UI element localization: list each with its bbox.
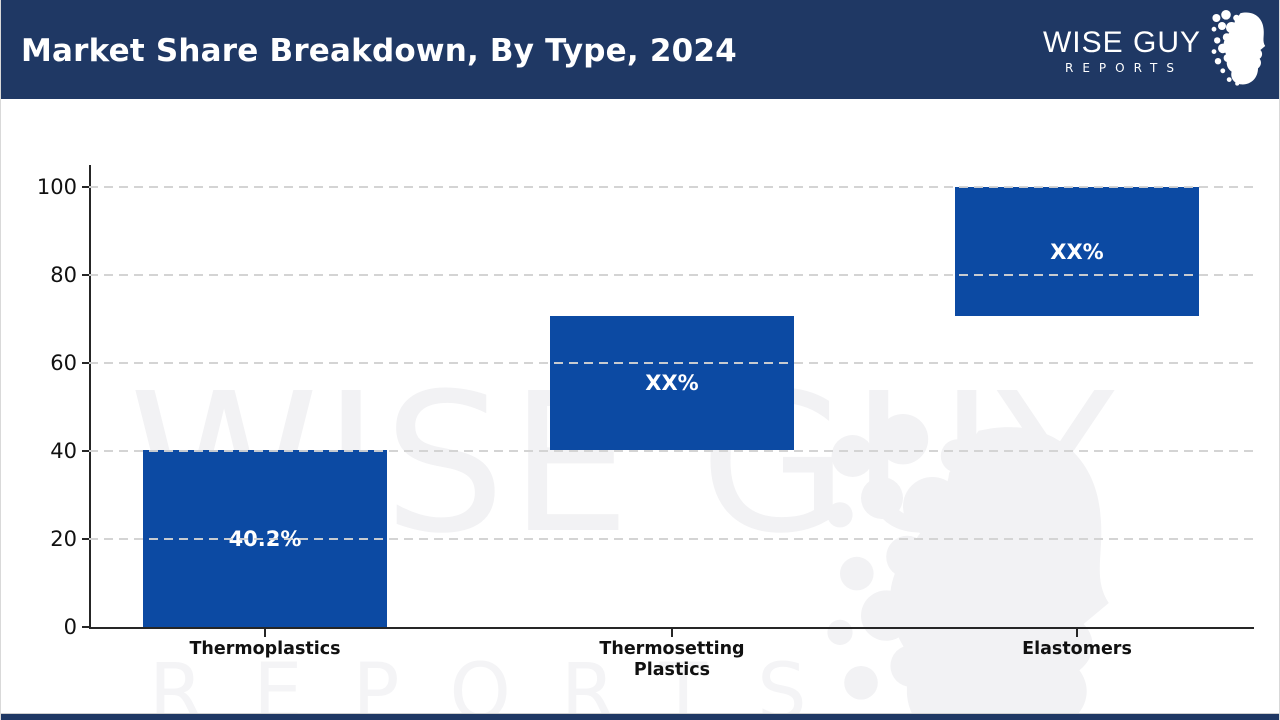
logo-wiseguy-text: WISE GUY	[1042, 25, 1201, 59]
footer-bar	[1, 714, 1279, 720]
watermark-reports-text: REPORTS	[149, 648, 857, 714]
x-tick-mark	[264, 629, 266, 637]
y-tick-mark	[82, 274, 89, 276]
grid-line	[89, 362, 1254, 364]
x-axis-line	[89, 627, 1254, 629]
y-tick-mark	[82, 538, 89, 540]
y-tick-mark	[82, 186, 89, 188]
header-bar: Market Share Breakdown, By Type, 2024 WI…	[1, 0, 1279, 99]
grid-line	[89, 450, 1254, 452]
x-category-label: Thermosetting Plastics	[599, 639, 745, 680]
x-tick-mark	[671, 629, 673, 637]
bar-value-label: XX%	[1050, 239, 1104, 264]
y-tick-label: 0	[63, 615, 77, 639]
logo-face-dots-icon	[1211, 10, 1266, 86]
y-tick-label: 80	[50, 263, 77, 287]
y-tick-label: 40	[50, 439, 77, 463]
y-tick-mark	[82, 362, 89, 364]
chart-title: Market Share Breakdown, By Type, 2024	[21, 33, 737, 69]
footer-divider	[1, 713, 1279, 714]
wise-guy-reports-logo: WISE GUY REPORTS	[1021, 8, 1271, 92]
y-tick-label: 60	[50, 351, 77, 375]
bar-value-label: XX%	[645, 371, 699, 396]
grid-line	[89, 538, 1254, 540]
bar: XX%	[955, 187, 1199, 317]
x-category-label: Elastomers	[1022, 639, 1132, 659]
y-tick-mark	[82, 450, 89, 452]
y-tick-label: 100	[36, 175, 77, 199]
logo-text: WISE GUY REPORTS	[1043, 26, 1201, 75]
x-tick-mark	[1076, 629, 1078, 637]
x-category-label: Thermoplastics	[189, 639, 341, 659]
logo-reports-text: REPORTS	[1064, 60, 1183, 75]
y-axis-line	[89, 165, 91, 629]
grid-line	[89, 186, 1254, 188]
y-tick-mark	[82, 626, 89, 628]
watermark-face-dots-icon	[827, 414, 1109, 714]
bar: XX%	[550, 316, 794, 451]
grid-line	[89, 274, 1254, 276]
y-tick-label: 20	[50, 527, 77, 551]
